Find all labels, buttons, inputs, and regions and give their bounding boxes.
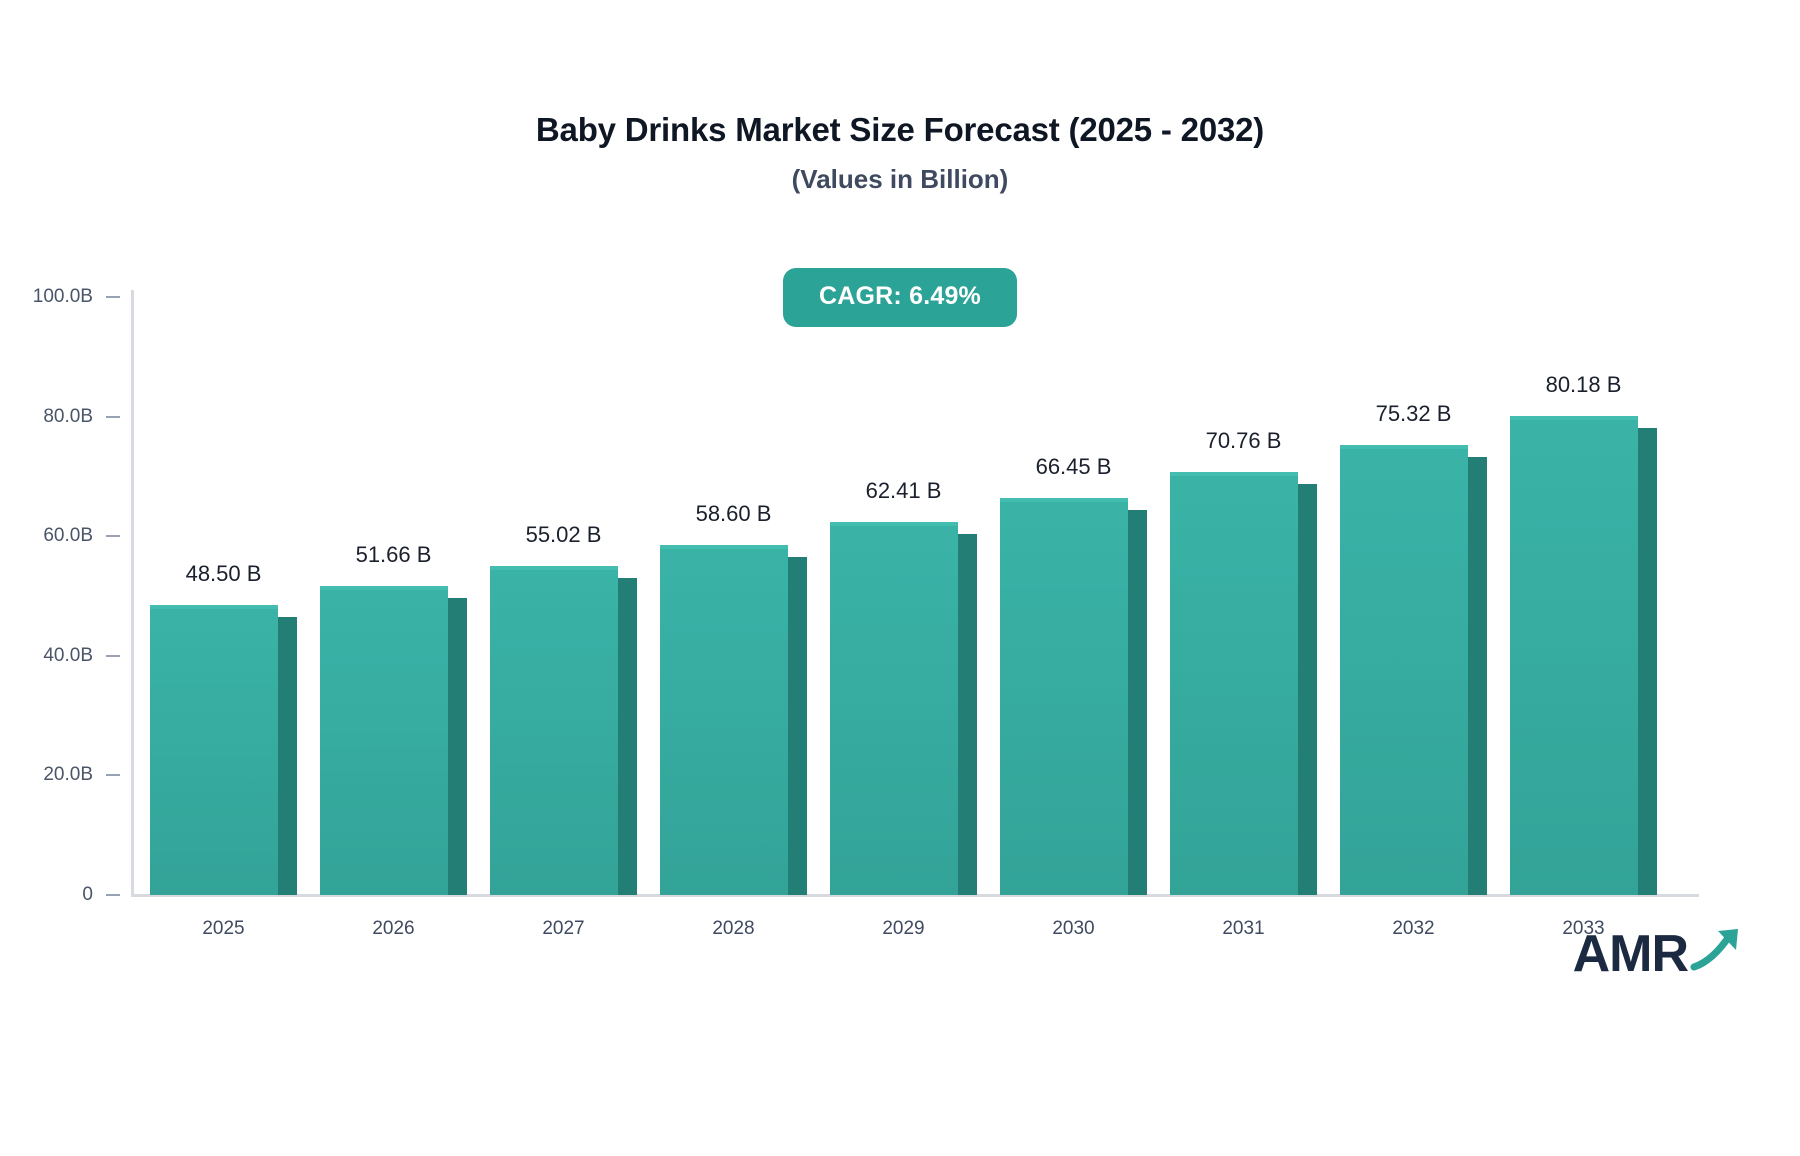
bar-side-face-2028 bbox=[788, 556, 807, 895]
bar-value-label-2030: 66.45 B bbox=[1035, 453, 1112, 479]
bar-side-face-2029 bbox=[958, 533, 977, 895]
y-axis-tick-label: 60.0B bbox=[43, 525, 93, 547]
y-axis-tick: 60.0B bbox=[0, 525, 128, 547]
bar-2025[interactable] bbox=[150, 604, 278, 895]
y-axis-tick-label: 80.0B bbox=[43, 405, 93, 427]
x-axis-label-2025: 2025 bbox=[202, 918, 245, 939]
y-axis-tick-mark bbox=[106, 296, 120, 298]
x-axis-label-2028: 2028 bbox=[712, 918, 755, 939]
y-axis-tick-mark bbox=[106, 535, 120, 538]
bar-2027[interactable] bbox=[490, 565, 618, 895]
bar-top-face-2033 bbox=[1510, 415, 1638, 420]
bar-side-face-2026 bbox=[448, 598, 467, 895]
title-block: Baby Drinks Market Size Forecast (2025 -… bbox=[0, 110, 1800, 195]
y-axis-tick-label: 40.0B bbox=[43, 644, 93, 666]
y-axis-tick-mark bbox=[106, 774, 120, 777]
bar-top-face-2030 bbox=[1000, 497, 1128, 502]
cagr-badge: CAGR: 6.49% bbox=[783, 268, 1017, 327]
x-axis-label-2032: 2032 bbox=[1392, 918, 1435, 939]
bar-value-label-2026: 51.66 B bbox=[355, 542, 432, 568]
bar-value-label-2025: 48.50 B bbox=[185, 560, 262, 586]
x-axis-label-2029: 2029 bbox=[882, 918, 925, 939]
bar-value-label-2033: 80.18 B bbox=[1545, 371, 1622, 397]
y-axis-tick-mark bbox=[106, 894, 120, 896]
amr-logo: AMR bbox=[1573, 925, 1744, 980]
bar-2033[interactable] bbox=[1510, 415, 1638, 895]
y-axis-tick: 20.0B bbox=[0, 764, 128, 786]
bar-top-face-2026 bbox=[320, 586, 448, 591]
logo-wordmark: AMR bbox=[1572, 925, 1689, 983]
bar-value-label-2032: 75.32 B bbox=[1375, 400, 1452, 426]
bar-side-face-2031 bbox=[1298, 483, 1317, 895]
bar-top-face-2028 bbox=[660, 544, 788, 549]
bar-value-label-2031: 70.76 B bbox=[1205, 427, 1282, 453]
y-axis-tick-label: 100.0B bbox=[32, 286, 93, 307]
growth-arrow-icon bbox=[1690, 925, 1744, 976]
y-axis-tick-label: 0 bbox=[82, 884, 93, 905]
x-axis-label-2033: 2033 bbox=[1562, 918, 1605, 939]
y-axis-line bbox=[131, 290, 134, 897]
bar-side-face-2032 bbox=[1468, 456, 1487, 895]
y-axis-tick: 0 bbox=[0, 884, 128, 905]
bar-side-face-2033 bbox=[1638, 427, 1657, 895]
bar-value-label-2027: 55.02 B bbox=[525, 521, 602, 547]
x-axis-label-2027: 2027 bbox=[542, 918, 585, 939]
y-axis-tick-mark bbox=[106, 415, 120, 418]
bar-top-face-2031 bbox=[1170, 471, 1298, 476]
bar-top-face-2032 bbox=[1340, 444, 1468, 449]
bar-top-face-2029 bbox=[830, 521, 958, 526]
bar-2029[interactable] bbox=[830, 521, 958, 895]
y-axis-tick: 100.0B bbox=[0, 286, 128, 307]
bar-2028[interactable] bbox=[660, 544, 788, 895]
x-axis-label-2031: 2031 bbox=[1222, 918, 1265, 939]
bar-2026[interactable] bbox=[320, 586, 448, 895]
y-axis-tick-label: 20.0B bbox=[43, 764, 93, 786]
bar-side-face-2027 bbox=[618, 577, 637, 895]
chart-subtitle: (Values in Billion) bbox=[791, 163, 1009, 194]
page-title: Baby Drinks Market Size Forecast (2025 -… bbox=[535, 111, 1265, 148]
bar-value-label-2028: 58.60 B bbox=[695, 500, 772, 526]
x-axis-label-2026: 2026 bbox=[372, 918, 415, 939]
y-axis-tick: 40.0B bbox=[0, 644, 128, 666]
bar-2031[interactable] bbox=[1170, 471, 1298, 895]
y-axis-tick-mark bbox=[106, 654, 120, 657]
bar-2030[interactable] bbox=[1000, 497, 1128, 895]
x-axis-line bbox=[131, 894, 1699, 897]
bar-top-face-2025 bbox=[150, 604, 278, 609]
y-axis-tick: 80.0B bbox=[0, 405, 128, 427]
bar-2032[interactable] bbox=[1340, 444, 1468, 895]
bar-top-face-2027 bbox=[490, 565, 618, 570]
x-axis-label-2030: 2030 bbox=[1052, 918, 1095, 939]
bar-value-label-2029: 62.41 B bbox=[865, 477, 942, 503]
bar-side-face-2030 bbox=[1128, 509, 1147, 895]
bar-side-face-2025 bbox=[278, 616, 297, 895]
